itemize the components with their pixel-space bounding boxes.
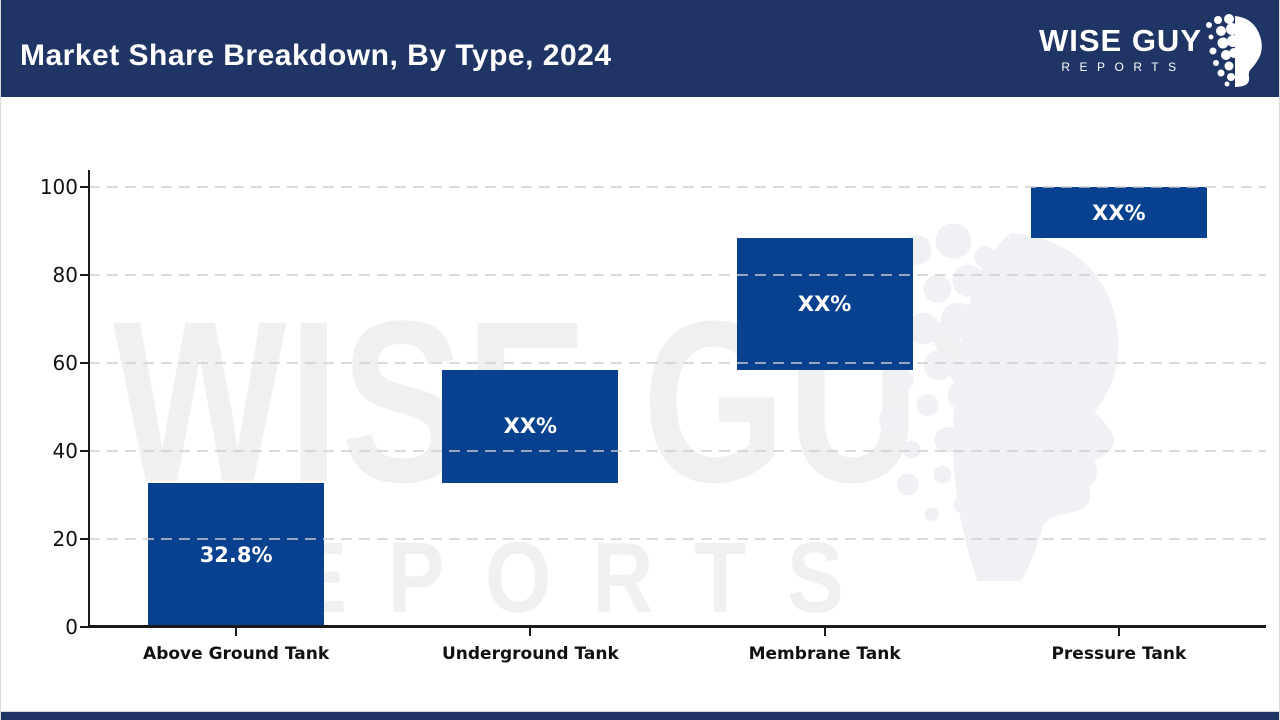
bar-value-label: XX% — [1092, 200, 1146, 225]
y-tick-mark — [80, 450, 88, 452]
y-tick-label: 20 — [52, 527, 78, 551]
logo-text: WISE GUY REPORTS — [1038, 23, 1202, 75]
y-tick-mark — [80, 274, 88, 276]
footer-hairline — [0, 711, 1280, 712]
y-tick-mark — [80, 186, 88, 188]
footer-band — [0, 712, 1280, 720]
grid-line — [89, 186, 1266, 188]
grid-line — [89, 538, 1266, 540]
x-axis-spine — [88, 625, 1266, 628]
grid-line — [89, 450, 1266, 452]
logo-wordmark: WISE GUY — [1038, 23, 1202, 58]
grid-line — [89, 274, 1266, 276]
y-tick-label: 40 — [52, 439, 78, 463]
x-tick-mark — [1117, 628, 1120, 636]
y-tick-mark — [80, 626, 88, 628]
y-tick-label: 60 — [52, 351, 78, 375]
bar-value-label: XX% — [503, 414, 558, 439]
x-tick-mark — [529, 628, 532, 636]
x-category-label: Pressure Tank — [1051, 644, 1187, 664]
x-category-label: Underground Tank — [441, 644, 619, 664]
page-title: Market Share Breakdown, By Type, 2024 — [20, 38, 612, 72]
grid-line — [89, 362, 1266, 364]
y-tick-mark — [80, 362, 88, 364]
y-tick-label: 0 — [65, 615, 78, 639]
bar-value-label: XX% — [797, 292, 852, 317]
logo-face-icon — [1206, 14, 1262, 87]
y-axis-spine — [88, 170, 90, 627]
wise-guy-reports-logo: WISE GUY REPORTS — [1014, 8, 1264, 92]
y-tick-label: 80 — [52, 263, 78, 287]
bar — [148, 482, 325, 627]
x-category-label: Above Ground Tank — [143, 644, 330, 664]
bar-value-label: 32.8% — [199, 542, 273, 567]
x-tick-mark — [235, 628, 238, 636]
y-tick-mark — [80, 538, 88, 540]
logo-subtitle: REPORTS — [1061, 60, 1186, 74]
x-category-label: Membrane Tank — [748, 644, 901, 664]
y-tick-label: 100 — [39, 175, 78, 199]
bar — [1030, 187, 1207, 239]
x-tick-mark — [823, 628, 826, 636]
header-band: Market Share Breakdown, By Type, 2024 WI… — [0, 0, 1280, 97]
bar — [442, 370, 619, 483]
